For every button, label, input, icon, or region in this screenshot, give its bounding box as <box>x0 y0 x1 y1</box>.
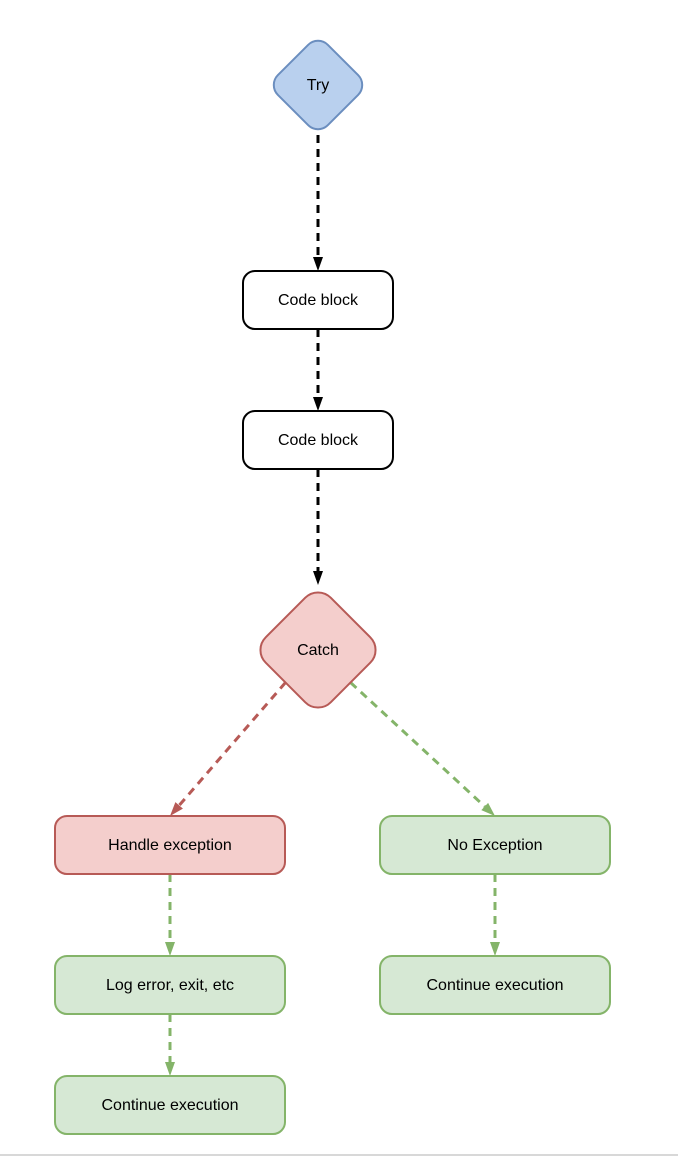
node-label: Handle exception <box>108 837 232 854</box>
flowchart-canvas: Try Code block Code block Catch Handle excep… <box>0 0 678 1158</box>
node-label: Continue execution <box>427 977 564 994</box>
node-label: No Exception <box>447 837 542 854</box>
node-cont_right: Continue execution <box>380 956 610 1014</box>
node-label: Code block <box>278 432 359 449</box>
node-handle: Handle exception <box>55 816 285 874</box>
node-noexc: No Exception <box>380 816 610 874</box>
node-label: Catch <box>297 642 339 659</box>
node-label: Log error, exit, etc <box>106 977 234 994</box>
node-cont_left: Continue execution <box>55 1076 285 1134</box>
node-code2: Code block <box>243 411 393 469</box>
node-label: Try <box>307 77 330 94</box>
node-log: Log error, exit, etc <box>55 956 285 1014</box>
node-label: Continue execution <box>102 1097 239 1114</box>
node-code1: Code block <box>243 271 393 329</box>
node-label: Code block <box>278 292 359 309</box>
